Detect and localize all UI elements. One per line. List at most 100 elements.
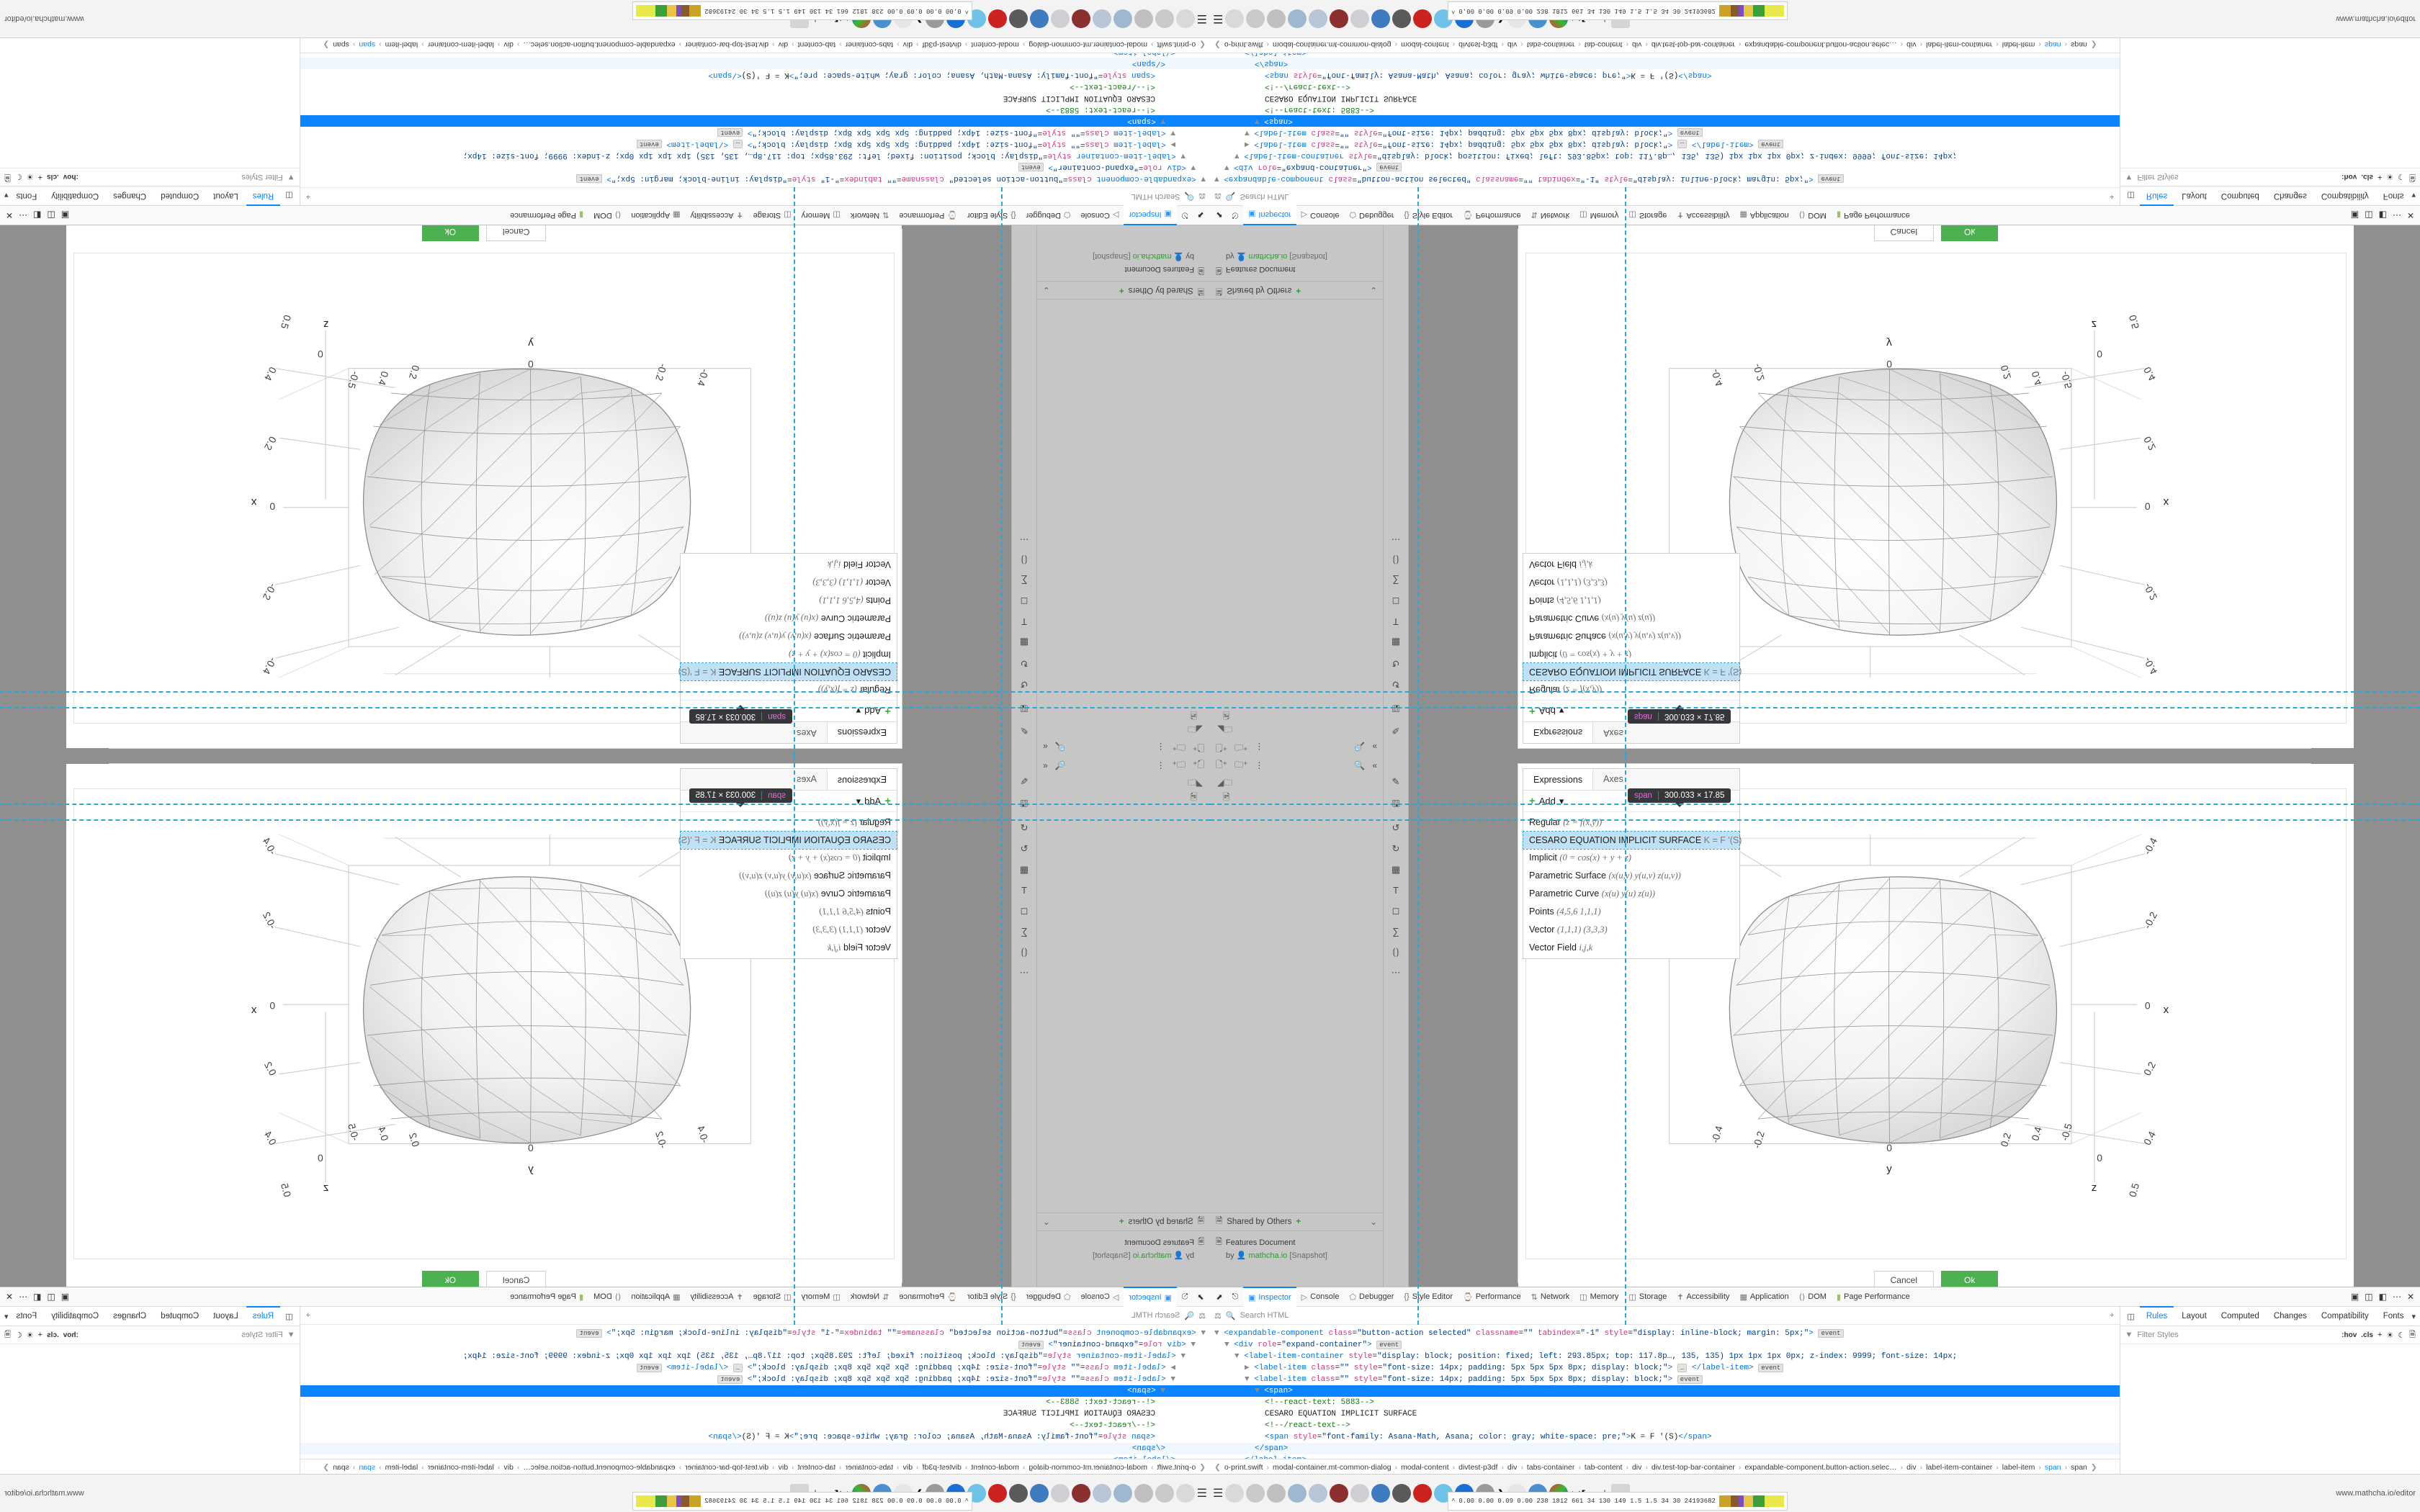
- list-item[interactable]: Regular (z = f(x,y)): [681, 680, 897, 698]
- tab-application[interactable]: ▦ Application: [1734, 206, 1793, 225]
- cls-button[interactable]: .cls: [47, 1331, 59, 1339]
- markup-tree[interactable]: ▼ <expandable-component class="button-ac…: [300, 1325, 1210, 1459]
- new-file-icon[interactable]: 🗋⁺: [1193, 742, 1204, 753]
- tree-collapse-icon[interactable]: «: [1372, 760, 1377, 770]
- tab-dom[interactable]: ⟨⟩ DOM: [1794, 1287, 1832, 1306]
- new-file-icon[interactable]: 🗋⁺: [1216, 759, 1227, 770]
- tab-application[interactable]: ▦ Application: [1734, 1287, 1793, 1306]
- breadcrumb-item[interactable]: span: [2071, 1463, 2087, 1472]
- shared-doc-item[interactable]: 🗎 Features Document: [1043, 263, 1204, 276]
- breadcrumb-item[interactable]: div: [1631, 1463, 1642, 1472]
- markup-row[interactable]: </span>: [300, 1443, 1210, 1454]
- tab-accessibility[interactable]: ✝ Accessibility: [686, 1287, 748, 1306]
- search-input[interactable]: Search HTML: [1240, 192, 1289, 201]
- plot-canvas[interactable]: -0.4 -0.2 0 0.2 0.4 -0.4 -0.2 0: [73, 788, 895, 1259]
- more-tool-icon[interactable]: ⋯: [1019, 534, 1029, 545]
- tab-application[interactable]: ▦ Application: [626, 1287, 685, 1306]
- tab-layout[interactable]: Layout: [2182, 1312, 2207, 1320]
- settings-app-icon[interactable]: [1175, 1484, 1195, 1503]
- compass-app-icon[interactable]: [1029, 9, 1049, 28]
- breadcrumb-item[interactable]: modal-content: [1401, 40, 1449, 49]
- markup-row[interactable]: ▼ <label-item-container style="display: …: [1234, 1352, 1958, 1361]
- list-item[interactable]: Vector (1,1,1) (3,3,3): [1523, 573, 1739, 591]
- responsive-icon[interactable]: ◫: [2365, 1292, 2373, 1302]
- tab-rules[interactable]: Rules: [246, 186, 281, 206]
- devtools-overflow-icon[interactable]: ⋯: [19, 1292, 28, 1302]
- tab-compatibility[interactable]: Compatibility: [2321, 1312, 2369, 1320]
- shape-tool-icon[interactable]: ◻: [1020, 905, 1028, 916]
- grid-tool-icon[interactable]: ▦: [1391, 864, 1401, 875]
- search-input[interactable]: Search HTML: [1131, 192, 1180, 201]
- list-item[interactable]: Parametric Surface (x(u,v) y(u,v) z(u,v)…: [681, 627, 897, 645]
- breadcrumb-item[interactable]: div: [1631, 40, 1642, 49]
- markup-row[interactable]: <!--/react-text-->: [1070, 82, 1155, 91]
- calc-app-icon[interactable]: [1350, 9, 1370, 28]
- styles-overflow-icon[interactable]: ▾: [4, 1312, 9, 1321]
- text-tool-icon[interactable]: T: [1021, 885, 1027, 896]
- close-icon[interactable]: ✕: [6, 1292, 14, 1302]
- chevron-down-icon[interactable]: ⌄: [1370, 1218, 1377, 1227]
- files-app-icon[interactable]: [1134, 9, 1153, 28]
- breadcrumb-item[interactable]: divtest-p3df: [922, 1463, 962, 1472]
- redo-tool-icon[interactable]: ↻: [1020, 843, 1028, 854]
- markup-row[interactable]: <!--/react-text-->: [1070, 1421, 1155, 1430]
- markup-row[interactable]: </label-item>: [300, 53, 1210, 58]
- bracket-tool-icon[interactable]: ⟮⟯: [1021, 555, 1028, 566]
- tab-fonts[interactable]: Fonts: [16, 192, 37, 200]
- tab-computed[interactable]: Computed: [2220, 1312, 2259, 1320]
- undo-tool-icon[interactable]: ↺: [1392, 679, 1400, 690]
- markup-row[interactable]: CESARO EQUATION IMPLICIT SURFACE: [1265, 1410, 1417, 1418]
- dark-scheme-icon[interactable]: ☾: [2398, 1331, 2406, 1340]
- markup-row[interactable]: <!--react-text: 5883-->: [1046, 1398, 1155, 1407]
- breadcrumb-scroll-left[interactable]: ❮: [1199, 40, 1206, 49]
- menu-hamburger-icon[interactable]: ☰: [1213, 12, 1224, 24]
- breadcrumb-item[interactable]: div: [1507, 1463, 1518, 1472]
- shared-doc-author[interactable]: mathcha.io: [1248, 252, 1288, 261]
- pencil-tool-icon[interactable]: ✎: [1392, 776, 1400, 787]
- dark-scheme-icon[interactable]: ☾: [14, 172, 22, 181]
- tab-storage[interactable]: ◫ Storage: [1623, 1287, 1672, 1306]
- responsive-design-icon[interactable]: ⎋: [1181, 211, 1188, 220]
- pick-element-icon[interactable]: ⬈: [1197, 1292, 1204, 1302]
- shared-doc-author[interactable]: mathcha.io: [1132, 1251, 1172, 1260]
- tab-computed[interactable]: Computed: [161, 192, 200, 200]
- list-item[interactable]: Implicit (0 = cos(x) + y + z): [1523, 849, 1739, 867]
- add-rule-icon[interactable]: +: [2377, 1331, 2383, 1339]
- markup-row[interactable]: ▶ <label-item class="" style="font-size:…: [1210, 1362, 2120, 1374]
- text-tool-icon[interactable]: T: [1021, 616, 1027, 627]
- add-node-icon[interactable]: +: [2109, 192, 2115, 201]
- tab-console[interactable]: ▷ Console: [1296, 1287, 1345, 1306]
- tab-rules[interactable]: Rules: [2139, 186, 2174, 206]
- filter-styles-input[interactable]: Filter Styles: [2137, 173, 2179, 181]
- tab-console[interactable]: ▷ Console: [1076, 206, 1124, 225]
- undo-tool-icon[interactable]: ↺: [1020, 822, 1028, 833]
- search-input[interactable]: Search HTML: [1240, 1311, 1289, 1320]
- surface-plot-3d[interactable]: -0.4 -0.2 0 0.2 0.4 -0.4 -0.2 0: [74, 789, 894, 1259]
- markup-row[interactable]: CESARO EQUATION IMPLICIT SURFACE: [1003, 94, 1155, 102]
- tree-search-icon[interactable]: 🔍: [1054, 760, 1066, 770]
- save-tool-icon[interactable]: 🖫: [1392, 798, 1400, 809]
- tab-memory[interactable]: ◫ Memory: [797, 1287, 846, 1306]
- breadcrumb-item[interactable]: div.test-top-bar-container: [685, 40, 769, 49]
- dock-icon[interactable]: ◧: [2378, 1292, 2387, 1302]
- markup-tree[interactable]: ▼ <expandable-component class="button-ac…: [1210, 1325, 2120, 1459]
- bracket-tool-icon[interactable]: ⟮⟯: [1392, 555, 1399, 566]
- text-tool-icon[interactable]: T: [1393, 616, 1399, 627]
- tab-compatibility[interactable]: Compatibility: [51, 192, 99, 200]
- shared-by-others-header[interactable]: 🗎 Shared by Others + ⌄: [1037, 281, 1210, 300]
- tab-fonts[interactable]: Fonts: [2383, 192, 2404, 200]
- menu-hamburger-icon[interactable]: ☰: [1213, 1488, 1224, 1500]
- tab-memory[interactable]: ◫ Memory: [1574, 1287, 1623, 1306]
- breadcrumb-scroll-right[interactable]: ❯: [2090, 40, 2097, 49]
- light-scheme-icon[interactable]: ☀: [26, 1331, 34, 1340]
- pencil-tool-icon[interactable]: ✎: [1020, 725, 1028, 736]
- tab-axes[interactable]: Axes: [1603, 728, 1623, 738]
- markup-row[interactable]: ▼ <span>: [1210, 1385, 2120, 1397]
- new-folder-icon[interactable]: 🗀⁺: [1172, 742, 1186, 753]
- menu-hamburger-icon[interactable]: ☰: [1196, 1488, 1207, 1500]
- breadcrumb-item[interactable]: div: [1906, 1463, 1917, 1472]
- breadcrumb-item[interactable]: divtest-p3df: [1458, 1463, 1498, 1472]
- text-tool-icon[interactable]: T: [1393, 885, 1399, 896]
- record-app-icon[interactable]: [1413, 9, 1433, 28]
- markup-row[interactable]: ▼ <label-item class="" style="font-size:…: [300, 1374, 1210, 1385]
